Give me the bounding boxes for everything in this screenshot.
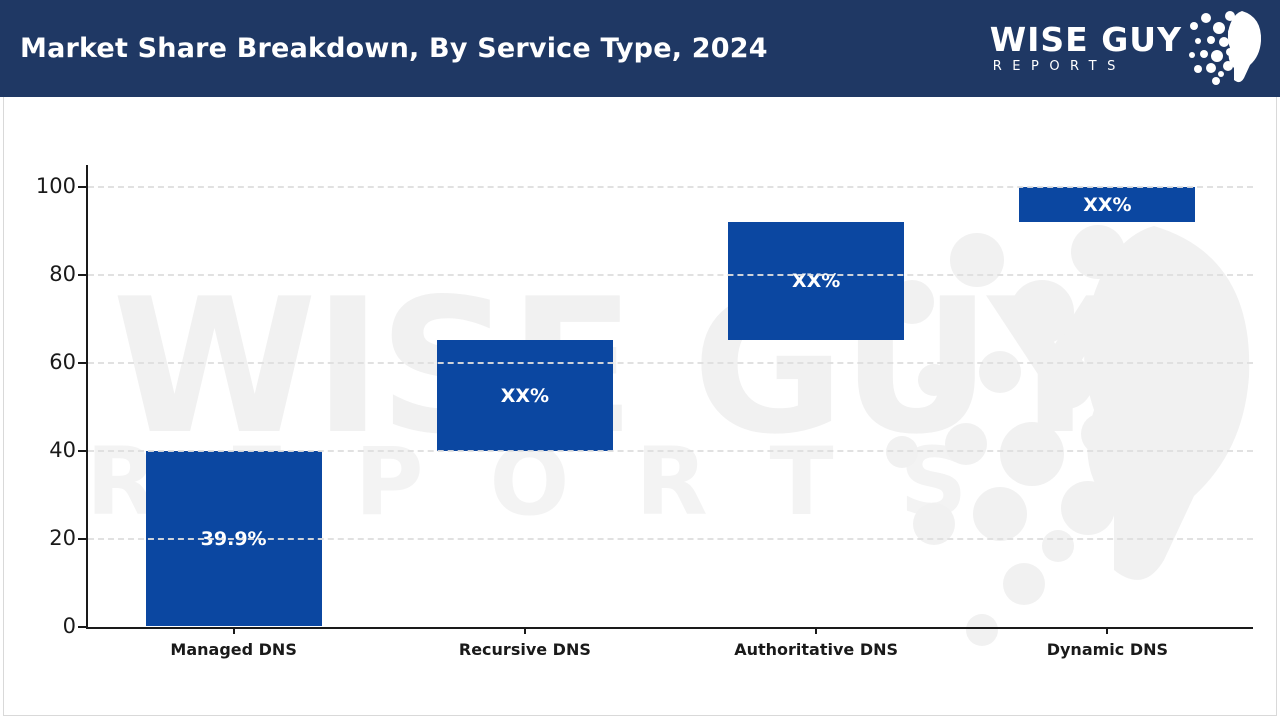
gridline-y-40 (88, 449, 1253, 452)
x-tick-label-authoritative-dns: Authoritative DNS (734, 639, 899, 659)
x-tick-label-dynamic-dns: Dynamic DNS (1046, 639, 1169, 659)
y-tick-60 (78, 361, 88, 364)
x-tick-label-recursive-dns: Recursive DNS (458, 639, 591, 659)
y-tick-20 (78, 537, 88, 540)
axis-spine-left (85, 165, 88, 629)
logo-secondary-label: REPORTS (992, 59, 1126, 74)
x-tick-managed-dns (232, 627, 235, 634)
bar-authoritative-dns: XX% (728, 222, 905, 341)
logo-primary-label: WISE GUY (989, 20, 1182, 59)
axis-spine-bottom (85, 626, 1253, 629)
y-tick-label-0: 0 (62, 613, 76, 638)
y-tick-80 (78, 273, 88, 276)
x-tick-dynamic-dns (1106, 627, 1109, 634)
y-tick-label-60: 60 (49, 349, 76, 374)
y-tick-100 (78, 185, 88, 188)
gridline-y-20 (88, 537, 1253, 540)
gridline-y-100 (88, 185, 1253, 188)
gridline-y-80 (88, 273, 1253, 276)
y-tick-label-80: 80 (49, 261, 76, 286)
page-title: Market Share Breakdown, By Service Type,… (20, 33, 768, 64)
bar-recursive-dns: XX% (436, 340, 613, 452)
app-header: Market Share Breakdown, By Service Type,… (0, 0, 1280, 97)
gridline-y-60 (88, 361, 1253, 364)
bar-value-label-recursive-dns: XX% (500, 384, 550, 407)
x-tick-authoritative-dns (815, 627, 818, 634)
x-tick-recursive-dns (523, 627, 526, 634)
wise-guy-reports-logo: WISE GUY REPORTS (990, 8, 1266, 88)
dotted-face-icon (1189, 11, 1262, 85)
bar-dynamic-dns: XX% (1019, 186, 1196, 223)
x-tick-label-managed-dns: Managed DNS (170, 639, 297, 659)
bar-value-label-dynamic-dns: XX% (1083, 193, 1132, 216)
y-tick-label-40: 40 (49, 437, 76, 462)
y-tick-label-100: 100 (35, 173, 76, 198)
y-tick-label-20: 20 (49, 525, 76, 550)
logo-text: WISE GUY REPORTS (989, 20, 1182, 75)
y-tick-40 (78, 449, 88, 452)
y-tick-0 (78, 625, 88, 628)
